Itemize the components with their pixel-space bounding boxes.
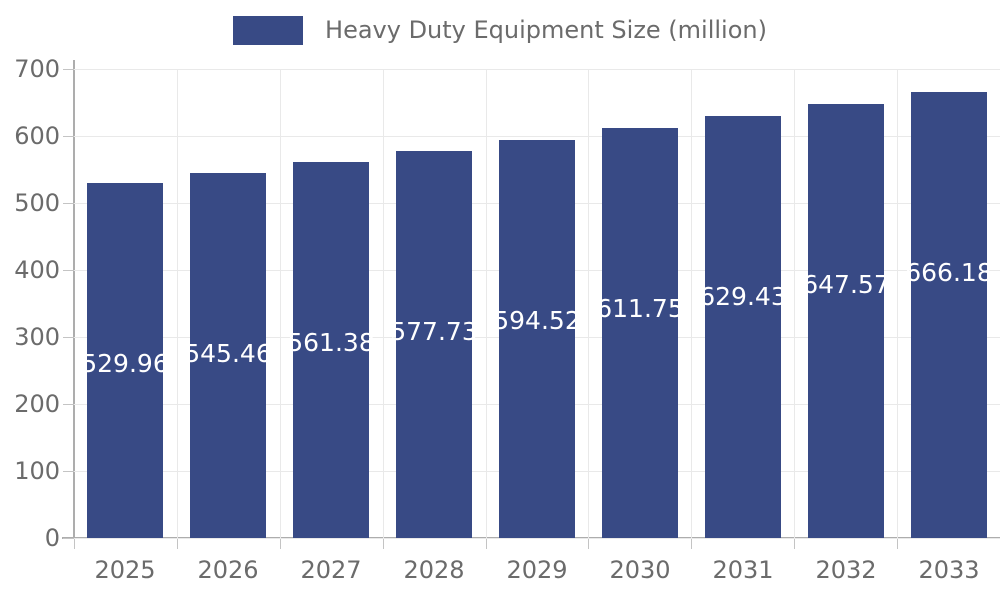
x-axis-tick: [280, 539, 281, 549]
gridline-vertical: [588, 69, 589, 538]
x-axis-label: 2026: [197, 556, 259, 584]
gridline-vertical: [794, 69, 795, 538]
gridline-vertical: [486, 69, 487, 538]
y-axis-label: 400: [14, 256, 60, 284]
legend-swatch-icon: [233, 15, 304, 45]
y-axis-tick: [63, 471, 74, 472]
y-axis-label: 200: [14, 390, 60, 418]
y-axis-label: 600: [14, 122, 60, 150]
y-axis-tick: [63, 136, 74, 137]
x-axis-tick: [486, 539, 487, 549]
gridline-vertical: [177, 69, 178, 538]
bar-value-label: 647.57: [802, 270, 890, 299]
bar-value-label: 629.43: [699, 282, 787, 311]
x-axis-tick: [897, 539, 898, 549]
x-axis-label: 2033: [918, 556, 980, 584]
x-axis-tick: [383, 539, 384, 549]
chart-legend: Heavy Duty Equipment Size (million): [0, 12, 1000, 48]
gridline-horizontal: [74, 136, 1000, 137]
bar[interactable]: [396, 150, 472, 538]
legend-label: Heavy Duty Equipment Size (million): [325, 16, 767, 44]
bar-value-label: 545.46: [184, 339, 272, 368]
x-axis-label: 2027: [300, 556, 362, 584]
y-axis-label: 500: [14, 189, 60, 217]
x-axis-label: 2029: [506, 556, 568, 584]
x-axis-tick: [691, 539, 692, 549]
y-axis-tick: [63, 270, 74, 271]
y-axis-tick: [63, 203, 74, 204]
plot-area: 529.96 545.46 561.38 577.73 594.52 611.75 629.…: [74, 69, 1000, 539]
y-axis-tick: [63, 69, 74, 70]
y-axis-spine: [73, 60, 75, 539]
bar[interactable]: [499, 139, 575, 538]
gridline-horizontal: [74, 538, 1000, 539]
bar[interactable]: [911, 91, 987, 538]
bar-value-label: 577.73: [390, 317, 478, 346]
y-axis-label: 100: [14, 457, 60, 485]
y-axis-label: 0: [44, 524, 60, 552]
x-axis-tick: [177, 539, 178, 549]
gridline-vertical: [691, 69, 692, 538]
y-axis-tick: [63, 337, 74, 338]
bar[interactable]: [808, 104, 884, 538]
y-axis-label: 700: [14, 55, 60, 83]
x-axis-tick: [794, 539, 795, 549]
x-axis-label: 2025: [94, 556, 156, 584]
y-axis-tick: [63, 538, 74, 539]
x-axis-label: 2030: [609, 556, 671, 584]
bar-value-label: 529.96: [81, 349, 169, 378]
bar-value-label: 594.52: [493, 306, 581, 335]
x-axis-tick: [588, 539, 589, 549]
legend-entry[interactable]: Heavy Duty Equipment Size (million): [233, 15, 767, 45]
gridline-vertical: [897, 69, 898, 538]
gridline-horizontal: [74, 69, 1000, 70]
y-axis-label: 300: [14, 323, 60, 351]
x-axis-label: 2032: [815, 556, 877, 584]
bar[interactable]: [293, 161, 369, 538]
y-axis-tick: [63, 404, 74, 405]
bar-value-label: 561.38: [287, 328, 375, 357]
x-axis-tick: [74, 539, 75, 549]
bar[interactable]: [190, 172, 266, 538]
x-axis-label: 2028: [403, 556, 465, 584]
bar[interactable]: [87, 182, 163, 538]
bar-value-label: 666.18: [905, 258, 993, 287]
bar[interactable]: [705, 116, 781, 538]
bar-value-label: 611.75: [596, 294, 684, 323]
bar[interactable]: [602, 128, 678, 538]
x-axis-label: 2031: [712, 556, 774, 584]
gridline-vertical: [280, 69, 281, 538]
gridline-vertical: [383, 69, 384, 538]
